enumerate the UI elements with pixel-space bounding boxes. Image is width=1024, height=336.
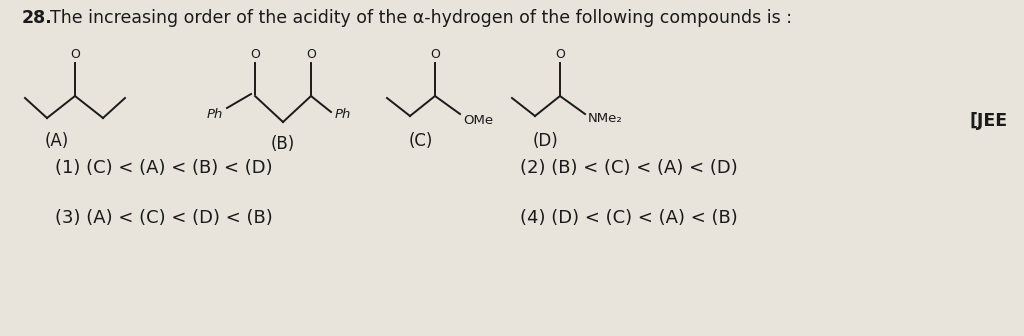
Text: Ph: Ph <box>335 108 351 121</box>
Text: OMe: OMe <box>463 114 494 126</box>
Text: 28.: 28. <box>22 9 53 27</box>
Text: O: O <box>555 47 565 60</box>
Text: NMe₂: NMe₂ <box>588 112 623 125</box>
Text: [JEE: [JEE <box>970 112 1008 130</box>
Text: O: O <box>70 47 80 60</box>
Text: (C): (C) <box>409 132 433 150</box>
Text: (1) (C) < (A) < (B) < (D): (1) (C) < (A) < (B) < (D) <box>55 159 272 177</box>
Text: (4) (D) < (C) < (A) < (B): (4) (D) < (C) < (A) < (B) <box>520 209 737 227</box>
Text: (B): (B) <box>271 135 295 153</box>
Text: (2) (B) < (C) < (A) < (D): (2) (B) < (C) < (A) < (D) <box>520 159 737 177</box>
Text: (3) (A) < (C) < (D) < (B): (3) (A) < (C) < (D) < (B) <box>55 209 272 227</box>
Text: O: O <box>306 47 316 60</box>
Text: (D): (D) <box>534 132 559 150</box>
Text: (A): (A) <box>45 132 70 150</box>
Text: Ph: Ph <box>207 108 223 121</box>
Text: The increasing order of the acidity of the α-hydrogen of the following compounds: The increasing order of the acidity of t… <box>50 9 792 27</box>
Text: O: O <box>250 47 260 60</box>
Text: O: O <box>430 47 440 60</box>
